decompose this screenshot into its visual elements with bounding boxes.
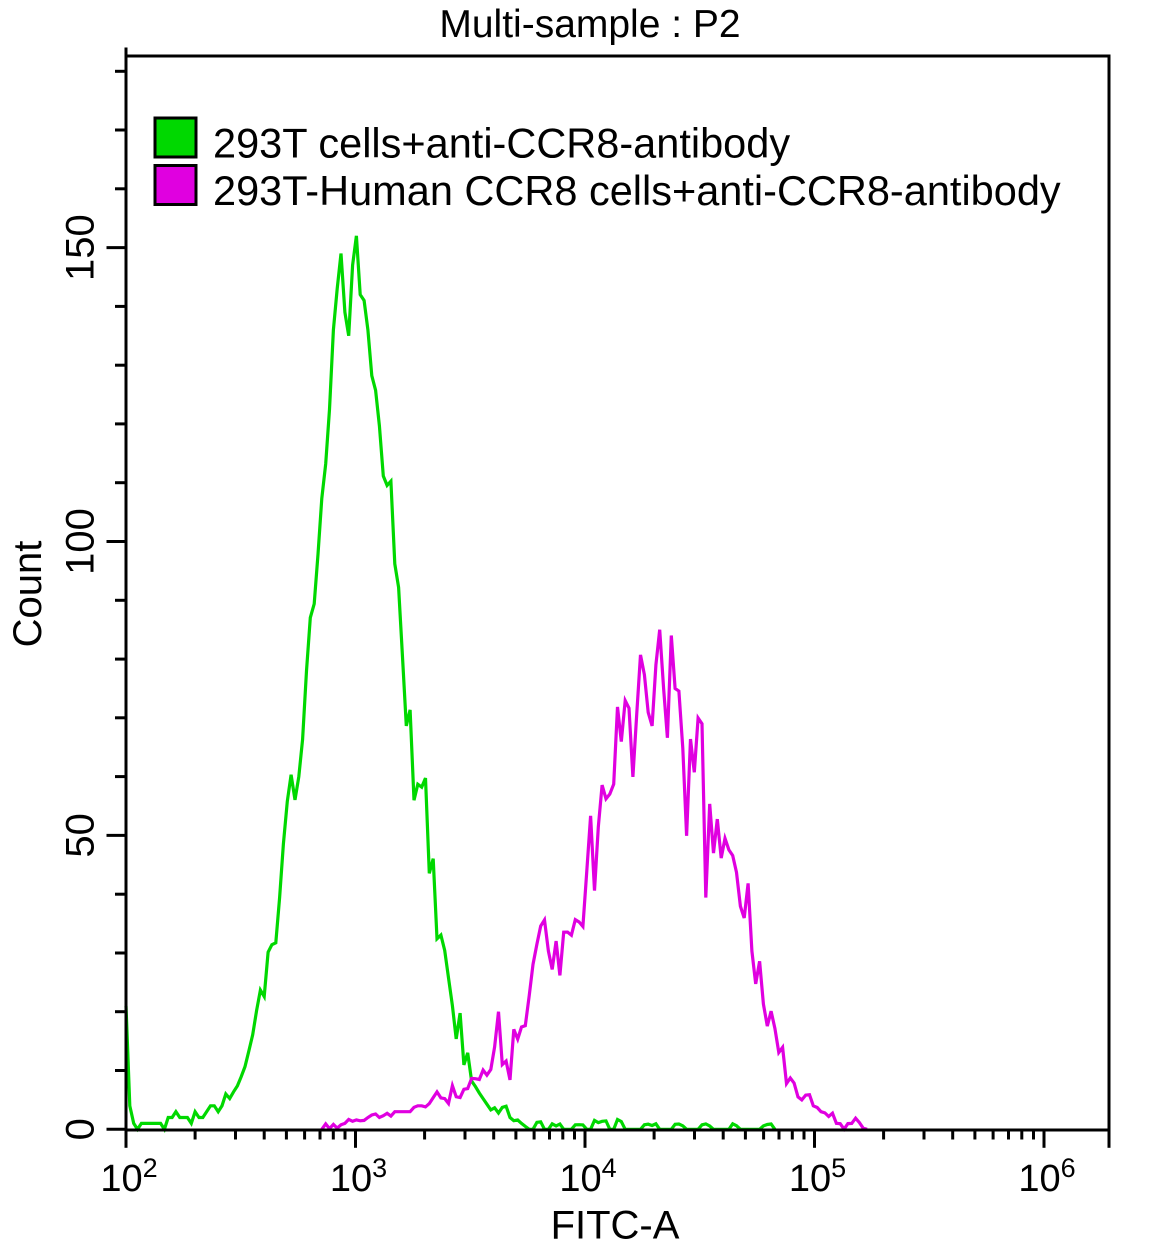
svg-text:100: 100	[59, 508, 103, 575]
svg-text:Multi-sample : P2: Multi-sample : P2	[439, 3, 740, 46]
svg-text:150: 150	[59, 214, 103, 281]
svg-text:0: 0	[59, 1118, 103, 1140]
svg-text:FITC-A: FITC-A	[551, 1204, 680, 1246]
svg-text:Count: Count	[6, 541, 50, 648]
svg-text:293T cells+anti-CCR8-antibody: 293T cells+anti-CCR8-antibody	[213, 120, 790, 167]
svg-text:50: 50	[59, 813, 103, 858]
svg-text:293T-Human CCR8 cells+anti-CCR: 293T-Human CCR8 cells+anti-CCR8-antibody	[213, 167, 1061, 214]
